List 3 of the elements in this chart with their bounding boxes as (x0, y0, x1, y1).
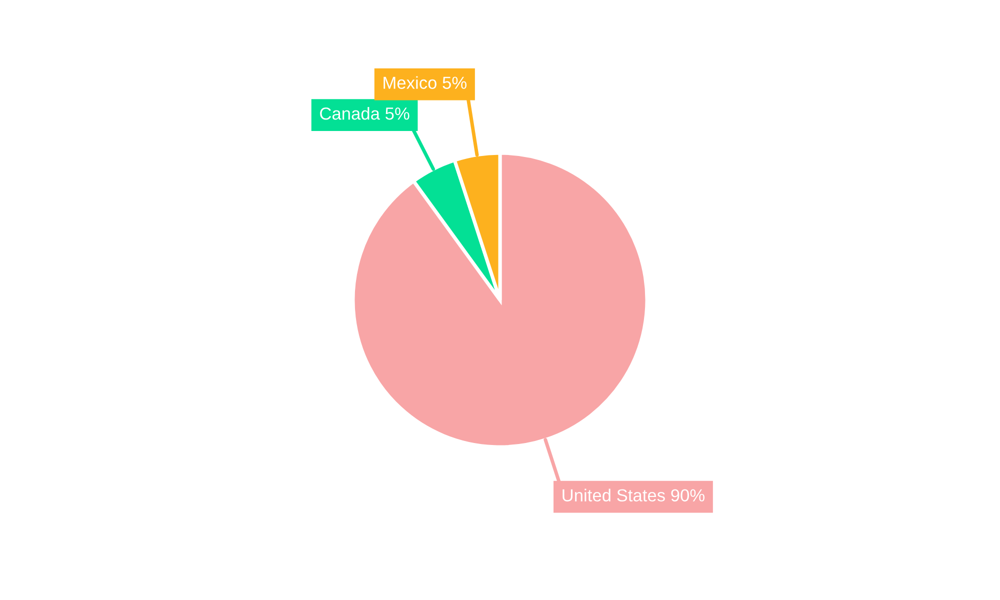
slice-label: Canada 5% (320, 106, 410, 120)
slice-label: Mexico 5% (384, 76, 466, 89)
slice-label: United States 90% (562, 488, 705, 502)
